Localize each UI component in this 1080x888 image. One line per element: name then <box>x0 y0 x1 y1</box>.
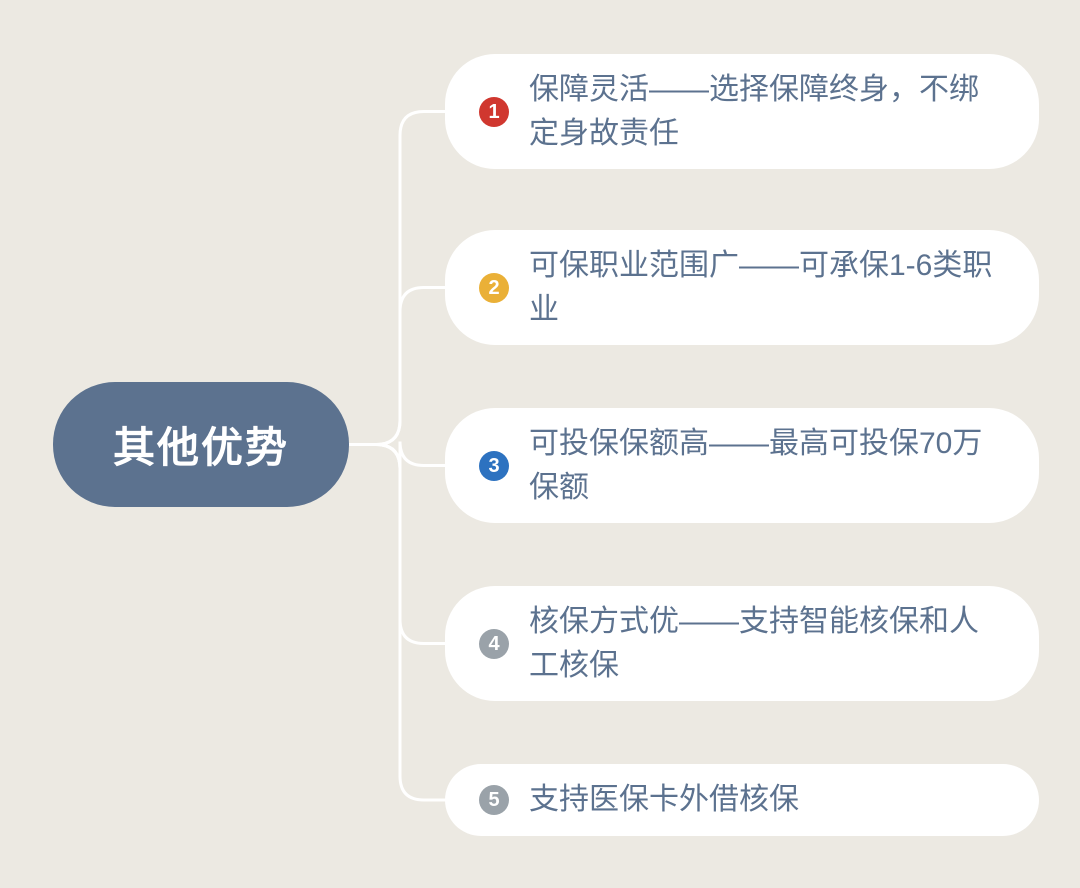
mindmap-canvas: 其他优势 1 保障灵活——选择保障终身，不绑定身故责任 2 可保职业范围广——可… <box>0 0 1080 888</box>
child-node-4: 4 核保方式优——支持智能核保和人工核保 <box>445 586 1039 701</box>
child-text-4: 核保方式优——支持智能核保和人工核保 <box>529 600 1005 688</box>
child-text-2: 可保职业范围广——可承保1-6类职业 <box>529 244 1005 332</box>
child-text-5: 支持医保卡外借核保 <box>529 778 1005 822</box>
child-node-2: 2 可保职业范围广——可承保1-6类职业 <box>445 230 1039 345</box>
badge-3-icon: 3 <box>479 451 509 481</box>
child-node-1: 1 保障灵活——选择保障终身，不绑定身故责任 <box>445 54 1039 169</box>
root-node: 其他优势 <box>53 382 349 507</box>
child-node-5: 5 支持医保卡外借核保 <box>445 764 1039 836</box>
child-node-3: 3 可投保保额高——最高可投保70万保额 <box>445 408 1039 523</box>
root-label: 其他优势 <box>113 414 289 475</box>
badge-4-icon: 4 <box>479 629 509 659</box>
badge-5-icon: 5 <box>479 785 509 815</box>
child-text-1: 保障灵活——选择保障终身，不绑定身故责任 <box>529 68 1005 156</box>
badge-2-icon: 2 <box>479 273 509 303</box>
child-text-3: 可投保保额高——最高可投保70万保额 <box>529 422 1005 510</box>
badge-1-icon: 1 <box>479 97 509 127</box>
